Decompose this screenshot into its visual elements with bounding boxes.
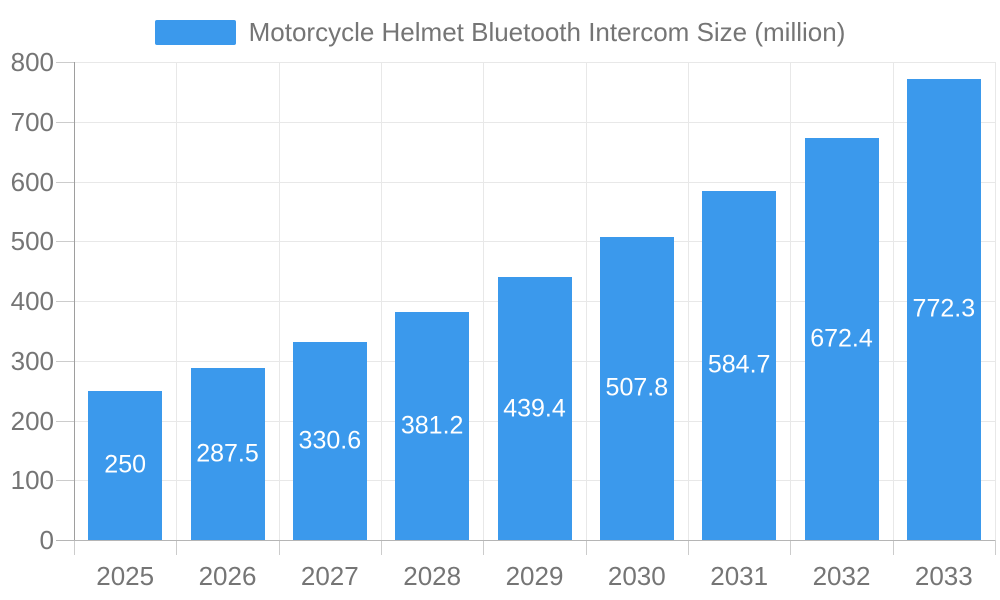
x-axis-tick [688,540,689,555]
bar-value-label: 381.2 [400,411,464,440]
y-axis-tick [56,62,74,63]
y-axis-label: 200 [10,405,54,436]
x-axis-label: 2025 [96,561,155,591]
bar-2032[interactable]: 672.4 [804,138,879,540]
y-axis-line [74,62,75,540]
y-axis-label: 100 [10,465,54,496]
x-axis-label: 2032 [812,561,871,591]
x-axis-label: 2026 [198,561,257,591]
bar-value-label: 507.8 [605,373,669,402]
y-axis-tick [56,121,74,123]
x-axis-tick [585,540,587,555]
x-axis-tick [278,540,280,555]
bar-2025[interactable]: 250 [88,390,163,540]
grid-line-x [585,62,587,540]
grid-line-x [790,62,792,540]
bar-value-label: 772.3 [912,294,976,323]
y-axis-tick [56,301,74,302]
bar-2029[interactable]: 439.4 [497,277,572,540]
grid-line-x [892,62,894,540]
bar-value-label: 584.7 [707,350,771,379]
bar-value-label: 330.6 [298,426,362,455]
legend-swatch [154,20,236,45]
x-axis-tick [892,540,894,555]
bar-2033[interactable]: 772.3 [906,78,981,540]
bar-value-label: 672.4 [810,324,873,353]
bar-value-label: 287.5 [196,439,259,468]
grid-line-x [483,62,485,540]
bar-2031[interactable]: 584.7 [702,190,777,540]
bar-2026[interactable]: 287.5 [190,368,265,540]
y-axis-label: 300 [10,345,54,376]
bar-2030[interactable]: 507.8 [599,236,674,540]
y-axis-tick [56,181,74,183]
grid-line-x [278,62,280,540]
y-axis-tick [56,420,74,422]
y-axis-label: 500 [10,226,54,257]
x-axis-label: 2030 [607,561,666,591]
x-axis-label: 2027 [300,561,359,591]
grid-line-y [74,62,995,63]
grid-line-x [176,62,178,540]
y-axis-tick [56,360,74,362]
grid-line-y [74,241,995,243]
bar-2028[interactable]: 381.2 [395,312,470,540]
x-axis-tick [995,540,996,555]
x-axis-tick [483,540,485,555]
grid-line-x [381,62,382,540]
grid-line-x [995,62,996,540]
y-axis-label: 400 [10,286,54,316]
x-axis-tick [381,540,382,555]
x-axis-label: 2029 [505,561,564,591]
grid-line-y [74,121,995,123]
x-axis-tick [74,540,75,555]
y-axis-label: 800 [10,47,54,77]
y-axis-label: 0 [39,525,54,555]
x-axis-label: 2028 [403,561,462,591]
y-axis-label: 700 [10,106,54,137]
y-axis-tick [56,480,74,482]
y-axis-label: 600 [10,166,54,197]
x-axis-tick [790,540,792,555]
bar-value-label: 250 [104,450,147,479]
bar-value-label: 439.4 [503,394,566,423]
x-axis-label: 2031 [710,561,769,591]
y-axis-tick [56,241,74,243]
grid-line-y [74,181,995,183]
bar-2027[interactable]: 330.6 [292,342,367,540]
legend-label: Motorcycle Helmet Bluetooth Intercom Siz… [248,17,846,47]
grid-line-x [688,62,689,540]
x-axis-tick [176,540,178,555]
x-axis-label: 2033 [914,561,973,591]
x-axis-baseline [56,540,995,541]
legend[interactable]: Motorcycle Helmet Bluetooth Intercom Siz… [0,17,1000,48]
